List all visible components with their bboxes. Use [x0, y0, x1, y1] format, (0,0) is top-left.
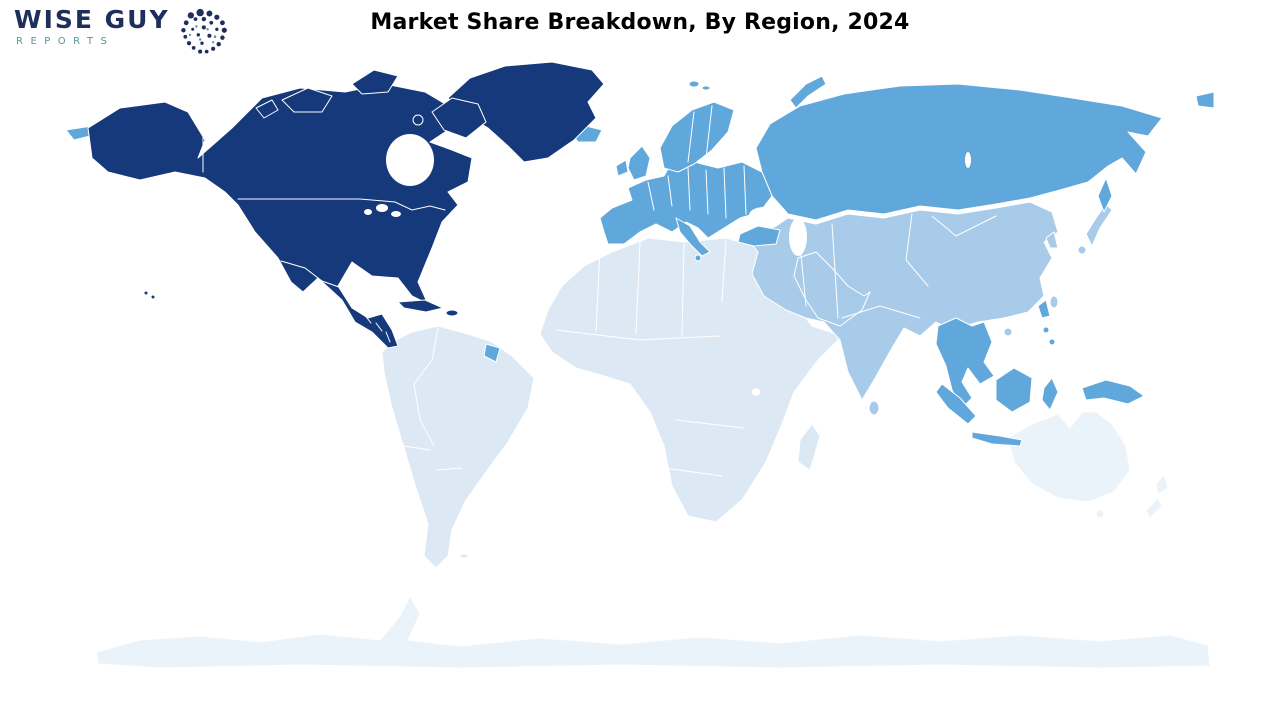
- region-borneo: [995, 367, 1033, 413]
- logo: WISE GUY REPORTS: [14, 6, 228, 59]
- region-hawaii-2: [150, 294, 156, 300]
- black-sea: [749, 207, 779, 223]
- chart-title: Market Share Breakdown, By Region, 2024: [370, 10, 910, 35]
- region-baffin-island: [431, 97, 487, 139]
- region-arabian-peninsula: [793, 251, 871, 327]
- region-madagascar: [797, 423, 821, 471]
- country-border-lines: [202, 105, 997, 477]
- region-hispaniola: [445, 309, 459, 317]
- logo-text: WISE GUY REPORTS: [14, 6, 170, 47]
- region-new-zealand-north: [1155, 473, 1169, 495]
- region-novaya-zemlya: [789, 75, 827, 109]
- region-svalbard-2: [701, 85, 711, 91]
- great-lake-1: [376, 204, 388, 212]
- region-greenland: [447, 61, 605, 163]
- regions-darkest: [87, 61, 605, 349]
- region-italy: [675, 217, 711, 257]
- logo-subtext: REPORTS: [16, 35, 115, 47]
- region-south-america: [381, 325, 535, 569]
- region-sulawesi: [1041, 377, 1059, 411]
- great-lake-3: [364, 209, 372, 215]
- region-ireland: [615, 159, 629, 177]
- lake-baikal: [965, 152, 971, 168]
- logo-wordmark: WISE GUY: [14, 5, 170, 34]
- region-java: [971, 431, 1023, 447]
- region-europe-mainland: [599, 161, 773, 245]
- logo-head-dots-secondary: [188, 25, 216, 44]
- lake-victoria: [752, 388, 760, 396]
- region-taiwan: [1049, 295, 1059, 309]
- region-uk: [627, 145, 651, 181]
- region-victoria-island: [281, 87, 333, 113]
- region-korea: [1045, 231, 1059, 249]
- region-sicily: [694, 254, 702, 262]
- region-north-america-mainland: [87, 83, 473, 349]
- region-sakhalin: [1097, 177, 1113, 213]
- region-french-guiana: [483, 343, 501, 363]
- region-antarctica: [95, 595, 1211, 669]
- region-sri-lanka: [868, 400, 880, 416]
- region-falklands: [459, 553, 469, 559]
- region-chukotka-wrap-east: [1195, 91, 1215, 109]
- region-new-zealand-south: [1145, 497, 1163, 519]
- region-ellesmere-island: [351, 69, 399, 95]
- region-philippines-mindanao: [1048, 338, 1056, 346]
- region-japan-kyushu: [1077, 245, 1087, 255]
- hudson-bay: [386, 134, 434, 186]
- region-turkey: [737, 225, 781, 247]
- region-hawaii-1: [143, 290, 149, 296]
- region-australia: [1007, 411, 1131, 503]
- region-sumatra: [935, 383, 977, 425]
- region-indochina: [935, 317, 995, 409]
- inland-water: [364, 134, 971, 396]
- region-philippines-visayas: [1042, 326, 1050, 334]
- region-new-guinea: [1081, 379, 1145, 405]
- great-lake-2: [391, 211, 401, 217]
- region-scandinavia: [659, 101, 735, 173]
- regions-palest: [95, 411, 1211, 669]
- regions-paler: [381, 237, 843, 569]
- region-hainan: [1003, 327, 1013, 337]
- region-svalbard-1: [688, 80, 700, 88]
- region-russia: [755, 83, 1163, 221]
- region-banks-island: [255, 99, 279, 119]
- regions-medium: [65, 75, 1215, 447]
- region-cuba: [397, 299, 444, 313]
- caspian-sea: [789, 218, 807, 256]
- region-philippines-luzon: [1037, 299, 1051, 319]
- region-tasmania: [1095, 509, 1105, 519]
- region-southampton-island: [412, 114, 424, 126]
- region-japan-honshu: [1085, 203, 1113, 247]
- logo-head-icon: [180, 8, 227, 54]
- logo-head-dots-primary: [180, 8, 227, 54]
